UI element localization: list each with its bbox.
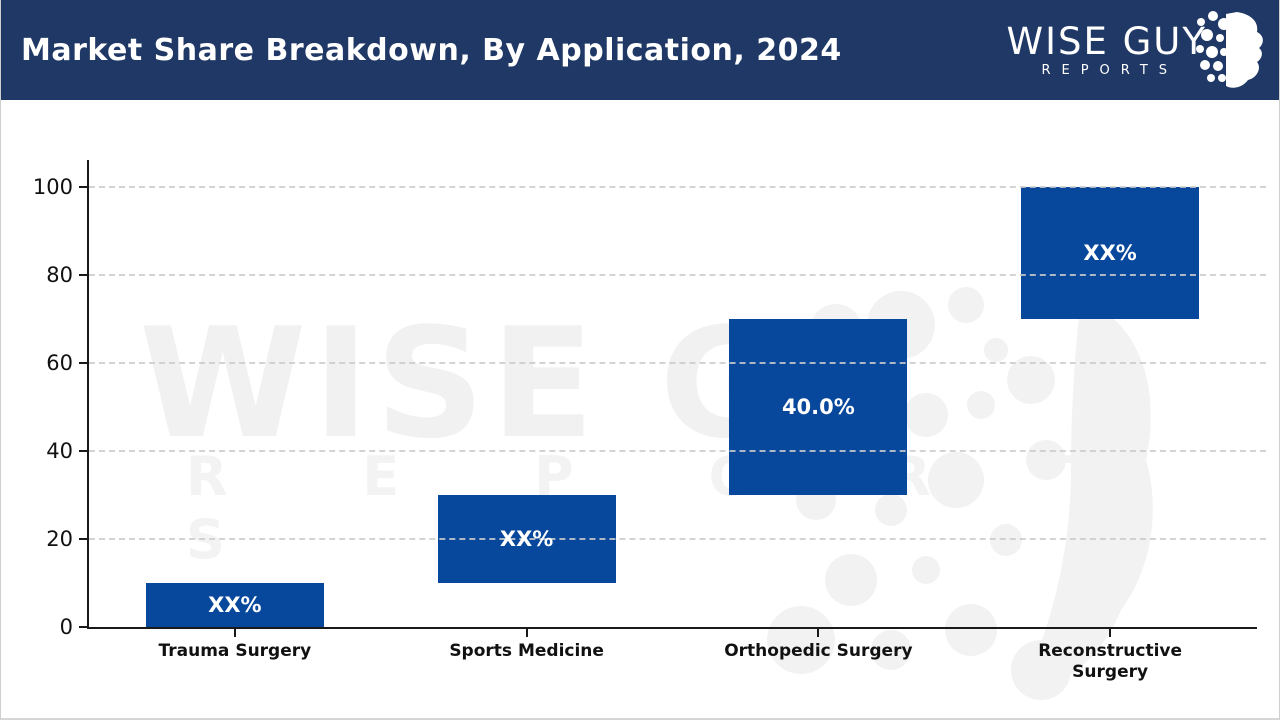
gridline-100 bbox=[89, 186, 1266, 188]
y-tick-mark bbox=[79, 274, 88, 276]
x-tick-mark bbox=[817, 629, 820, 637]
y-axis-line bbox=[87, 160, 89, 629]
bar-value-label: XX% bbox=[1083, 241, 1137, 265]
x-tick-mark bbox=[1109, 629, 1112, 637]
bar-trauma-surgery bbox=[145, 583, 324, 627]
logo-text: WISE GUY REPORTS bbox=[1007, 23, 1207, 78]
bar-value-label: XX% bbox=[499, 527, 554, 551]
logo-wordmark: WISE GUY bbox=[1006, 19, 1207, 63]
plot-area: WISE GU R E P O R T S XX% XX% 40.0% XX% 0 20 4… bbox=[1, 100, 1279, 718]
x-tick-mark bbox=[233, 629, 236, 637]
x-tick-mark bbox=[525, 629, 528, 637]
y-tick-mark bbox=[79, 186, 88, 188]
header-bar: Market Share Breakdown, By Application, … bbox=[1, 0, 1279, 100]
gridline-40 bbox=[89, 450, 1266, 452]
x-axis-line bbox=[87, 627, 1257, 629]
logo-subtitle: REPORTS bbox=[1041, 62, 1179, 78]
gridline-80 bbox=[89, 274, 1266, 276]
y-tick-label: 0 bbox=[59, 615, 73, 639]
wise-guy-reports-logo: WISE GUY REPORTS bbox=[1007, 8, 1267, 92]
x-category-label: Orthopedic Surgery bbox=[724, 641, 913, 661]
x-category-label: Sports Medicine bbox=[449, 641, 604, 661]
gridline-60 bbox=[89, 362, 1266, 364]
x-category-label: Trauma Surgery bbox=[158, 641, 312, 661]
y-tick-mark bbox=[79, 626, 88, 628]
y-tick-label: 60 bbox=[46, 351, 73, 375]
y-tick-mark bbox=[79, 450, 88, 452]
y-tick-mark bbox=[79, 538, 88, 540]
page-title: Market Share Breakdown, By Application, … bbox=[21, 32, 842, 68]
gridline-20 bbox=[89, 538, 1266, 540]
bar-value-label: XX% bbox=[208, 593, 262, 617]
y-tick-label: 20 bbox=[46, 527, 73, 551]
y-tick-label: 100 bbox=[32, 175, 73, 199]
y-tick-mark bbox=[79, 362, 88, 364]
x-category-label: Reconstructive Surgery bbox=[1038, 641, 1183, 683]
dotted-face-icon bbox=[1196, 11, 1263, 88]
bar-value-label: 40.0% bbox=[781, 395, 855, 419]
y-tick-label: 40 bbox=[46, 439, 73, 463]
y-tick-label: 80 bbox=[46, 263, 73, 287]
